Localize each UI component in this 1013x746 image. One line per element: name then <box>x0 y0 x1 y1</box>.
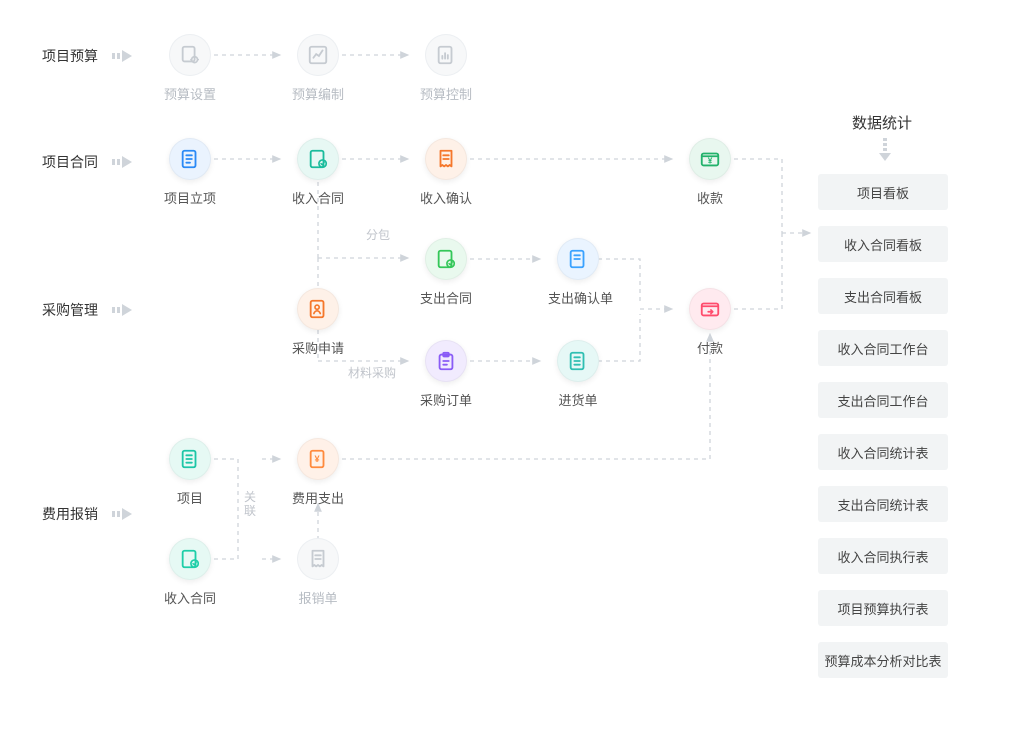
edge-label-lbl-subcontract: 分包 <box>366 226 390 243</box>
edge-label-lbl-relate: 关联 <box>244 490 256 519</box>
node-purchase-apply[interactable]: 采购申请 <box>288 288 348 357</box>
section-label-expense: 费用报销 <box>42 504 98 524</box>
node-label-budget-make: 预算编制 <box>288 84 348 103</box>
stat-item-3[interactable]: 收入合同工作台 <box>818 330 948 366</box>
stats-down-arrow <box>877 138 893 167</box>
node-label-income-confirm: 收入确认 <box>416 188 476 207</box>
node-exp-project[interactable]: 项目 <box>160 438 220 507</box>
section-label-budget: 项目预算 <box>42 46 98 66</box>
node-label-budget-control: 预算控制 <box>416 84 476 103</box>
node-receive[interactable]: 收款 <box>680 138 740 207</box>
doc-user-icon <box>297 288 339 330</box>
section-label-purchase: 采购管理 <box>42 300 98 320</box>
node-label-purchase-apply: 采购申请 <box>288 338 348 357</box>
node-budget-control[interactable]: 预算控制 <box>416 34 476 103</box>
section-arrow-contract <box>112 154 132 172</box>
node-proj-init[interactable]: 项目立项 <box>160 138 220 207</box>
node-label-income-contract: 收入合同 <box>288 188 348 207</box>
doc-gear-icon <box>169 34 211 76</box>
section-arrow-expense <box>112 506 132 524</box>
stat-item-8[interactable]: 项目预算执行表 <box>818 590 948 626</box>
stat-item-0[interactable]: 项目看板 <box>818 174 948 210</box>
stat-item-7[interactable]: 收入合同执行表 <box>818 538 948 574</box>
node-in-stock[interactable]: 进货单 <box>548 340 608 409</box>
stat-item-5[interactable]: 收入合同统计表 <box>818 434 948 470</box>
edge-label-lbl-material: 材料采购 <box>348 364 396 381</box>
stat-item-6[interactable]: 支出合同统计表 <box>818 486 948 522</box>
node-label-exp-reimburse: 报销单 <box>288 588 348 607</box>
money-doc-icon <box>297 438 339 480</box>
node-out-contract[interactable]: 支出合同 <box>416 238 476 307</box>
node-pay[interactable]: 付款 <box>680 288 740 357</box>
doc-list-icon <box>169 438 211 480</box>
doc-check-icon <box>169 538 211 580</box>
stat-item-9[interactable]: 预算成本分析对比表 <box>818 642 948 678</box>
node-label-exp-out: 费用支出 <box>288 488 348 507</box>
node-exp-out[interactable]: 费用支出 <box>288 438 348 507</box>
node-label-exp-income: 收入合同 <box>160 588 220 607</box>
node-label-exp-project: 项目 <box>160 488 220 507</box>
stat-item-2[interactable]: 支出合同看板 <box>818 278 948 314</box>
doc-plain-icon <box>557 238 599 280</box>
node-label-budget-setup: 预算设置 <box>160 84 220 103</box>
section-arrow-purchase <box>112 302 132 320</box>
chart-icon <box>297 34 339 76</box>
doc-check-icon <box>297 138 339 180</box>
node-label-receive: 收款 <box>680 188 740 207</box>
stat-item-4[interactable]: 支出合同工作台 <box>818 382 948 418</box>
node-exp-income[interactable]: 收入合同 <box>160 538 220 607</box>
node-label-out-confirm: 支出确认单 <box>548 288 608 307</box>
doc-icon <box>169 138 211 180</box>
receipt-icon <box>425 138 467 180</box>
receipt-icon <box>297 538 339 580</box>
node-exp-reimburse[interactable]: 报销单 <box>288 538 348 607</box>
node-label-proj-init: 项目立项 <box>160 188 220 207</box>
section-arrow-budget <box>112 48 132 66</box>
node-label-pay: 付款 <box>680 338 740 357</box>
section-label-contract: 项目合同 <box>42 152 98 172</box>
stats-title: 数据统计 <box>852 112 912 133</box>
wallet-out-icon <box>689 288 731 330</box>
wallet-icon <box>689 138 731 180</box>
node-income-contract[interactable]: 收入合同 <box>288 138 348 207</box>
doc-check-icon <box>425 238 467 280</box>
node-label-out-contract: 支出合同 <box>416 288 476 307</box>
node-out-confirm[interactable]: 支出确认单 <box>548 238 608 307</box>
doc-list-icon <box>557 340 599 382</box>
clipboard-icon <box>425 340 467 382</box>
node-budget-make[interactable]: 预算编制 <box>288 34 348 103</box>
node-label-purchase-order: 采购订单 <box>416 390 476 409</box>
node-income-confirm[interactable]: 收入确认 <box>416 138 476 207</box>
node-purchase-order[interactable]: 采购订单 <box>416 340 476 409</box>
doc-bars-icon <box>425 34 467 76</box>
stat-item-1[interactable]: 收入合同看板 <box>818 226 948 262</box>
node-budget-setup[interactable]: 预算设置 <box>160 34 220 103</box>
node-label-in-stock: 进货单 <box>548 390 608 409</box>
